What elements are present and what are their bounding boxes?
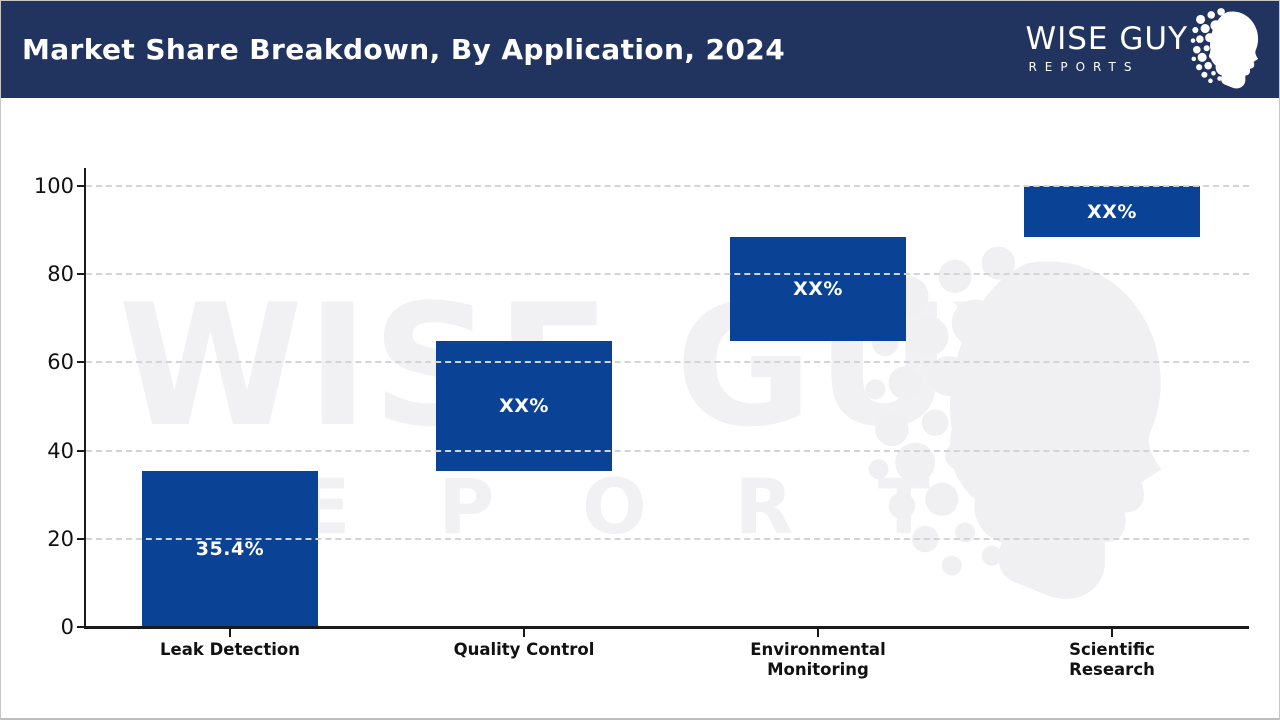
head-dots-icon bbox=[1190, 8, 1259, 89]
gridline bbox=[86, 185, 1249, 187]
y-tick-mark bbox=[77, 273, 86, 276]
x-tick-label: Environmental Monitoring bbox=[750, 640, 886, 679]
gridline bbox=[86, 273, 1249, 276]
bar-value-label: XX% bbox=[793, 278, 843, 301]
gridline bbox=[86, 537, 1249, 540]
x-tick-label: Quality Control bbox=[453, 640, 595, 659]
y-tick-label: 100 bbox=[33, 174, 74, 198]
bar: XX% bbox=[1024, 186, 1200, 238]
y-axis bbox=[84, 168, 86, 629]
header-bar: Market Share Breakdown, By Application, … bbox=[0, 0, 1280, 98]
x-tick-mark bbox=[523, 629, 525, 637]
y-tick-mark bbox=[77, 626, 86, 628]
y-tick-label: 20 bbox=[47, 526, 74, 551]
y-tick-label: 80 bbox=[47, 262, 74, 287]
bar-value-label: XX% bbox=[1087, 200, 1137, 223]
x-tick-mark bbox=[817, 629, 819, 637]
y-tick-mark bbox=[77, 537, 86, 540]
bar-value-label: 35.4% bbox=[195, 537, 265, 560]
logo-brand-sub: REPORTS bbox=[1028, 60, 1140, 74]
y-tick-mark bbox=[77, 449, 86, 452]
logo-wordmark: WISE GUY REPORTS bbox=[1025, 21, 1188, 75]
gridline bbox=[86, 361, 1249, 364]
bar-value-label: XX% bbox=[499, 395, 549, 418]
bar: XX% bbox=[730, 237, 906, 342]
y-tick-mark bbox=[77, 185, 86, 187]
x-tick-mark bbox=[1111, 629, 1113, 637]
x-tick-label: Scientific Research bbox=[1069, 640, 1155, 679]
y-tick-mark bbox=[77, 361, 86, 364]
y-tick-label: 60 bbox=[47, 350, 74, 375]
y-tick-label: 40 bbox=[47, 438, 74, 463]
x-axis bbox=[84, 626, 1249, 629]
page-title: Market Share Breakdown, By Application, … bbox=[22, 32, 786, 66]
gridline bbox=[86, 449, 1249, 452]
logo-brand-name: WISE GUY bbox=[1025, 21, 1188, 57]
y-tick-label: 0 bbox=[60, 615, 74, 639]
wiseguy-logo: WISE GUY REPORTS bbox=[1025, 6, 1262, 92]
x-tick-label: Leak Detection bbox=[160, 640, 300, 659]
bar: 35.4% bbox=[142, 470, 318, 627]
x-tick-mark bbox=[229, 629, 231, 637]
